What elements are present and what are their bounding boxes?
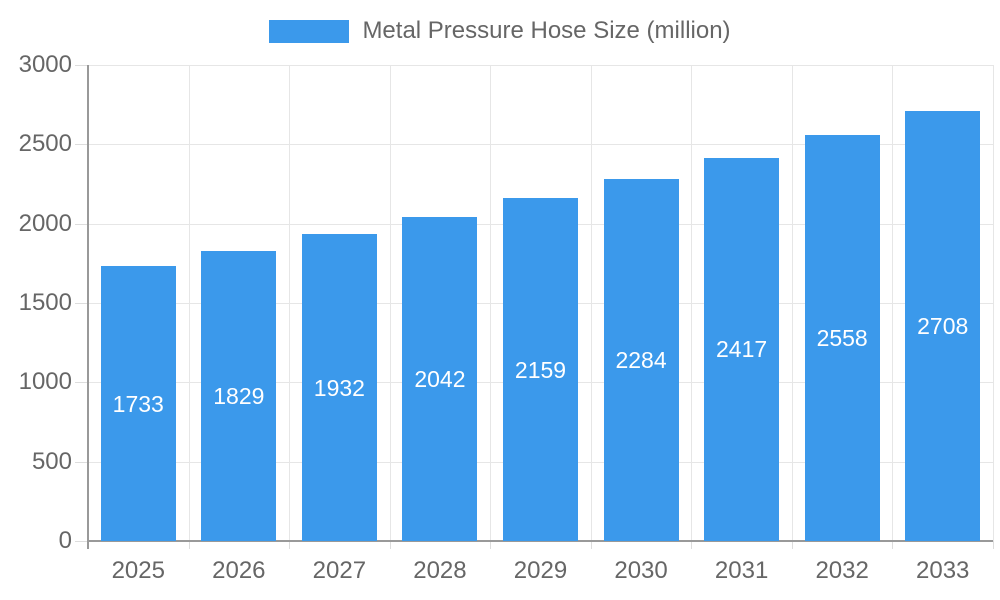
bar-value-label: 2708 — [917, 313, 969, 340]
x-axis-label: 2025 — [111, 557, 165, 584]
bar[interactable] — [905, 111, 981, 541]
bar[interactable] — [301, 234, 377, 541]
x-axis-tick — [289, 541, 291, 549]
gridline-vertical — [389, 65, 391, 541]
gridline-vertical — [791, 65, 793, 541]
gridline-horizontal — [88, 144, 993, 146]
y-axis-tick — [75, 65, 88, 66]
x-axis-tick — [691, 541, 693, 549]
bar[interactable] — [201, 250, 277, 541]
gridline-vertical — [188, 65, 190, 541]
gridline-vertical — [590, 65, 592, 541]
gridline-vertical — [993, 65, 994, 541]
x-axis-label: 2026 — [212, 557, 266, 584]
y-axis-label: 1000 — [18, 368, 72, 396]
bar-value-label: 2417 — [716, 336, 768, 363]
bar[interactable] — [503, 198, 578, 541]
x-axis-tick — [590, 541, 592, 549]
bar[interactable] — [100, 266, 176, 541]
y-axis-tick — [75, 303, 88, 304]
y-axis-label: 2000 — [18, 209, 72, 237]
y-axis-tick — [75, 144, 88, 146]
x-axis-tick — [993, 541, 994, 549]
bar-value-label: 2042 — [414, 366, 466, 392]
x-axis-label: 2027 — [312, 557, 367, 584]
x-axis-label: 2028 — [413, 557, 467, 584]
gridline-horizontal — [88, 65, 993, 66]
x-axis-label: 2031 — [714, 557, 769, 584]
y-axis-label: 2500 — [18, 130, 72, 158]
bar-value-label: 1829 — [213, 382, 265, 409]
bar-value-label: 2558 — [816, 325, 868, 352]
legend-swatch — [269, 19, 350, 43]
y-axis-tick — [75, 541, 88, 542]
x-axis-tick — [791, 541, 793, 549]
bar[interactable] — [402, 217, 478, 541]
y-axis-tick — [75, 223, 88, 225]
x-axis-line — [88, 540, 993, 542]
bar[interactable] — [603, 178, 679, 541]
bar-value-label: 1932 — [313, 374, 365, 401]
x-axis-tick — [892, 541, 894, 549]
y-axis-tick — [75, 382, 88, 384]
y-axis-label: 3000 — [18, 51, 72, 78]
x-axis-tick — [490, 541, 492, 549]
bar[interactable] — [704, 157, 780, 541]
y-axis-line — [87, 65, 89, 549]
y-axis-label: 0 — [58, 527, 72, 554]
x-axis-label: 2030 — [614, 557, 668, 584]
gridline-vertical — [289, 65, 291, 541]
bar-value-label: 2159 — [514, 356, 567, 383]
gridline-vertical — [691, 65, 693, 541]
gridline-vertical — [892, 65, 894, 541]
x-axis-tick — [389, 541, 391, 549]
x-axis-label: 2032 — [815, 557, 869, 584]
x-axis-label: 2029 — [513, 557, 568, 584]
gridline-vertical — [490, 65, 492, 541]
legend-label: Metal Pressure Hose Size (million) — [362, 17, 731, 44]
y-axis-label: 1500 — [18, 289, 72, 316]
y-axis-tick — [75, 461, 88, 463]
x-axis-tick — [188, 541, 190, 549]
bar-value-label: 1733 — [112, 390, 164, 417]
x-axis-label: 2033 — [916, 557, 970, 584]
bar-value-label: 2284 — [615, 346, 667, 373]
chart-legend-item[interactable]: Metal Pressure Hose Size (million) — [0, 14, 1000, 48]
y-axis-label: 500 — [31, 447, 72, 475]
bar[interactable] — [804, 135, 880, 541]
